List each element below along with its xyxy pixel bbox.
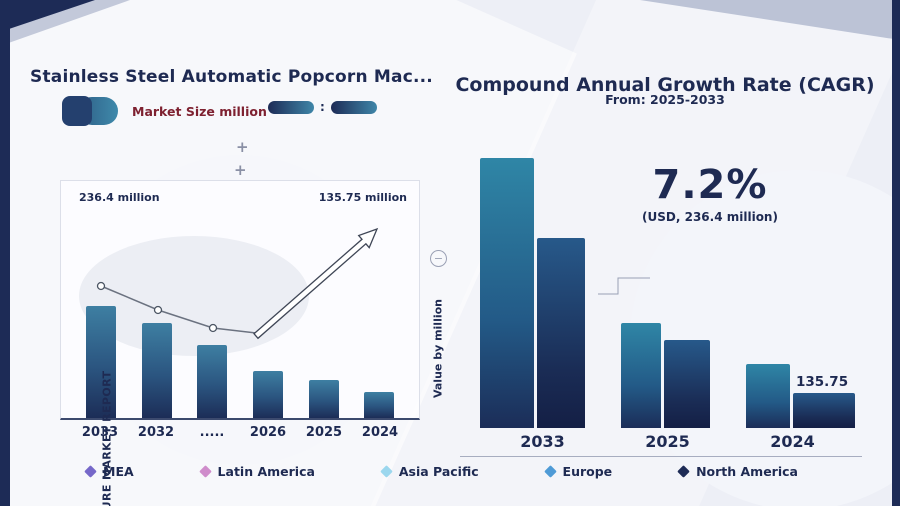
cylinder-icon (62, 96, 120, 126)
left-bar-..... (197, 345, 228, 418)
right-bar-2024-primary (746, 364, 790, 428)
legend-label: Latin America (217, 464, 315, 479)
legend-item-north-america: North America (677, 464, 798, 479)
right-xaxis-label: 2024 (770, 432, 815, 451)
left-edge-bar (0, 0, 10, 506)
right-bar-group-2033 (480, 158, 585, 428)
annotation-end-value: 135.75 million (318, 191, 407, 204)
left-bars (61, 278, 419, 418)
legend-item-mea: MEA (84, 464, 134, 479)
plus-icon: + (236, 138, 249, 156)
right-chart-subtitle: From: 2025-2033 (605, 92, 725, 107)
annotation-max-value: 236.4 million (79, 191, 160, 204)
legend-diamond-icon (677, 465, 690, 478)
region-legend: MEA Latin America Asia Pacific Europe North … (84, 464, 798, 479)
right-bar-2025-primary (621, 323, 661, 428)
cagr-value: 7.2% (652, 162, 768, 208)
left-chart-title: Stainless Steel Automatic Popcorn Mac... (30, 67, 433, 88)
right-xlabels: 2033 2025 2024 (470, 432, 865, 451)
left-xaxis-label: 2026 (249, 425, 287, 440)
left-xaxis-label: 2032 (137, 425, 175, 440)
step-line-decoration (598, 277, 650, 295)
right-bar-group-2025 (621, 323, 710, 428)
legend-label: Asia Pacific (398, 464, 479, 479)
right-bar-group-2024 (746, 364, 855, 428)
legend-diamond-icon (379, 465, 393, 478)
bar-value-label: 135.75 (796, 374, 849, 390)
legend-diamond-icon (84, 465, 97, 478)
legend-label: North America (696, 464, 798, 479)
value-axis-label: Value by million (431, 298, 445, 399)
left-bar-2033 (85, 306, 116, 418)
legend-diamond-icon (198, 465, 212, 478)
right-xaxis-label: 2033 (520, 432, 565, 451)
pill-colon: : (320, 100, 325, 114)
trend-arrow-graphic (96, 227, 379, 340)
right-bars (470, 150, 865, 428)
pill-shape (330, 101, 377, 114)
right-bar-2033-primary (480, 158, 534, 428)
right-xaxis-label: 2025 (645, 432, 690, 451)
legend-item-latin-america: Latin America (198, 464, 315, 479)
right-edge-bar (892, 0, 900, 506)
left-bar-2025 (308, 380, 339, 418)
left-xaxis-label: 2025 (305, 425, 343, 440)
legend-diamond-icon (543, 465, 557, 478)
left-xaxis-label: 2024 (361, 425, 399, 440)
left-xaxis-label: 2033 (81, 425, 119, 440)
cloud-decoration (79, 236, 309, 356)
right-bar-2025-secondary (664, 340, 710, 428)
left-bar-2024 (364, 392, 395, 418)
left-xlabels: 2033 2032..... 2026 2025 2024 (60, 425, 420, 440)
legend-item-asia-pacific: Asia Pacific (379, 464, 479, 479)
market-size-legend: Market Size million (62, 96, 267, 126)
legend-item-europe: Europe (543, 464, 613, 479)
circle-blob-decoration (630, 170, 900, 506)
left-bar-2032 (141, 323, 172, 418)
right-bar-2033-secondary (537, 238, 585, 428)
minus-circle-icon: − (430, 250, 447, 267)
right-axis-line (460, 456, 862, 457)
left-chart-panel: 236.4 million 135.75 million FUTURE MARK… (60, 180, 420, 506)
legend-label: MEA (103, 464, 134, 479)
market-size-legend-label: Market Size million (132, 103, 267, 119)
right-bar-2024-secondary (793, 393, 855, 428)
right-chart-title: Compound Annual Growth Rate (CAGR) (455, 73, 875, 96)
legend-label: Europe (562, 464, 613, 479)
left-xaxis-label: ..... (199, 425, 225, 440)
pill-shape (268, 101, 314, 114)
plus-icon: + (234, 161, 247, 179)
left-bar-2026 (252, 371, 283, 418)
pill-decoration: : (268, 101, 377, 114)
cagr-note: (USD, 236.4 million) (642, 210, 778, 224)
